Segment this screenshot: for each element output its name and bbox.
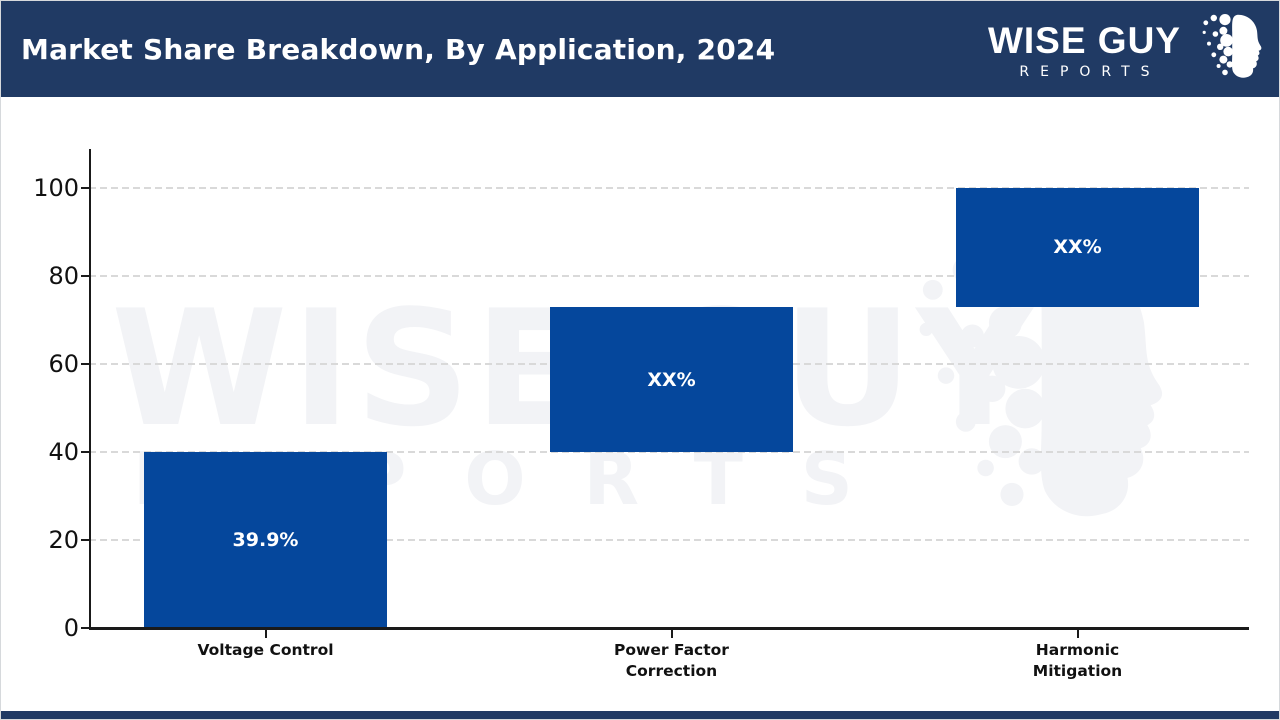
x-axis-spine (89, 626, 1249, 630)
gridline (89, 187, 1249, 189)
wise-guy-reports-logo: WISE GUY REPORTS (988, 9, 1267, 91)
y-axis-spine (89, 149, 91, 628)
bar-value-label: 39.9% (232, 529, 299, 552)
y-tick-label: 100 (33, 174, 79, 202)
bar-harmonic-mitigation: XX% (956, 188, 1199, 307)
bar-value-label: XX% (647, 368, 696, 391)
y-tick-label: 0 (63, 614, 79, 642)
x-axis-label: Voltage Control (197, 641, 334, 659)
gridline (89, 275, 1249, 277)
page-title: Market Share Breakdown, By Application, … (21, 32, 776, 66)
gridline (89, 539, 1249, 541)
header-bar: Market Share Breakdown, By Application, … (1, 1, 1279, 97)
x-axis-label: Power Factor Correction (614, 641, 729, 681)
logo-sub-label: REPORTS (1019, 63, 1161, 80)
y-axis-tick (81, 275, 89, 277)
x-axis-tick (670, 630, 673, 638)
bar-voltage-control: 39.9% (144, 452, 387, 628)
footer-stripe (1, 711, 1279, 719)
y-tick-label: 80 (48, 262, 79, 290)
y-tick-label: 40 (48, 438, 79, 466)
x-axis-label: Harmonic Mitigation (1032, 641, 1123, 681)
logo-face-icon (1183, 10, 1267, 90)
y-tick-label: 60 (48, 350, 79, 378)
y-axis-tick (81, 187, 89, 189)
y-axis-tick (81, 539, 89, 541)
y-axis-tick (81, 627, 89, 629)
logo-text: WISE GUY REPORTS (988, 22, 1181, 79)
logo-brand-label: WISE GUY (987, 19, 1181, 61)
x-axis-tick (264, 630, 267, 638)
bar-power-factor-correction: XX% (550, 306, 793, 453)
y-tick-label: 20 (48, 526, 79, 554)
bar-value-label: XX% (1053, 236, 1102, 259)
y-axis-tick (81, 451, 89, 453)
y-axis-tick (81, 363, 89, 365)
x-axis-tick (1076, 630, 1079, 638)
